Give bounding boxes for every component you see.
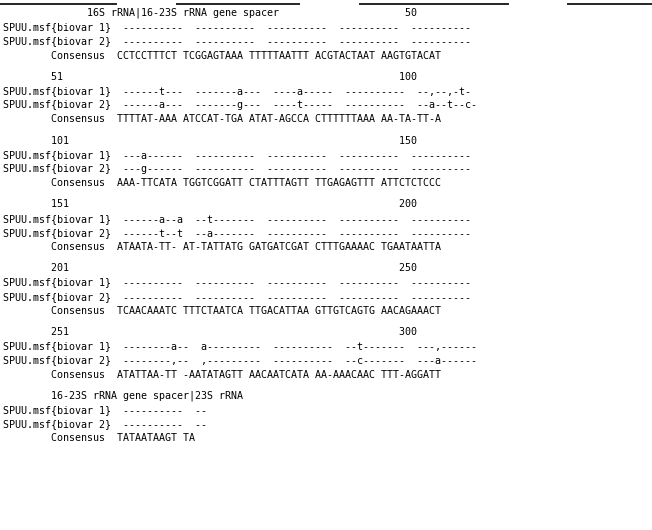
Text: 16-23S rRNA gene spacer|23S rRNA: 16-23S rRNA gene spacer|23S rRNA (3, 391, 243, 401)
Text: Consensus  ATATTAA-TT -AATATAGTT AACAATCATA AA-AAACAAC TTT-AGGATT: Consensus ATATTAA-TT -AATATAGTT AACAATCA… (3, 369, 441, 379)
Text: 201                                                       250: 201 250 (3, 263, 417, 273)
Text: SPUU.msf{biovar 1}  ---a------  ----------  ----------  ----------  ----------: SPUU.msf{biovar 1} ---a------ ----------… (3, 150, 471, 160)
Text: Consensus  AAA-TTCATA TGGTCGGATT CTATTTAGTT TTGAGAGTTT ATTCTCTCCC: Consensus AAA-TTCATA TGGTCGGATT CTATTTAG… (3, 178, 441, 188)
Text: Consensus  ATAATA-TT- AT-TATTATG GATGATCGAT CTTTGAAAAC TGAATAATTA: Consensus ATAATA-TT- AT-TATTATG GATGATCG… (3, 242, 441, 252)
Text: SPUU.msf{biovar 2}  ------a---  -------g---  ----t-----  ----------  --a--t--c-: SPUU.msf{biovar 2} ------a--- -------g--… (3, 100, 477, 110)
Text: SPUU.msf{biovar 2}  ----------  --: SPUU.msf{biovar 2} ---------- -- (3, 419, 207, 429)
Text: 16S rRNA|16-23S rRNA gene spacer                     50: 16S rRNA|16-23S rRNA gene spacer 50 (3, 8, 417, 19)
Text: SPUU.msf{biovar 1}  ----------  ----------  ----------  ----------  ----------: SPUU.msf{biovar 1} ---------- ----------… (3, 22, 471, 32)
Text: 51                                                        100: 51 100 (3, 72, 417, 82)
Text: Consensus  TATAATAAGT TA: Consensus TATAATAAGT TA (3, 434, 195, 444)
Text: 151                                                       200: 151 200 (3, 199, 417, 209)
Text: SPUU.msf{biovar 2}  ---g------  ----------  ----------  ----------  ----------: SPUU.msf{biovar 2} ---g------ ----------… (3, 164, 471, 174)
Text: SPUU.msf{biovar 1}  ----------  --: SPUU.msf{biovar 1} ---------- -- (3, 405, 207, 415)
Text: Consensus  TCAACAAATC TTTCTAATCA TTGACATTAA GTTGTCAGTG AACAGAAACT: Consensus TCAACAAATC TTTCTAATCA TTGACATT… (3, 306, 441, 316)
Text: SPUU.msf{biovar 2}  --------,--  ,---------  ----------  --c-------  ---a------: SPUU.msf{biovar 2} --------,-- ,--------… (3, 356, 477, 365)
Text: 101                                                       150: 101 150 (3, 136, 417, 146)
Text: SPUU.msf{biovar 1}  --------a--  a---------  ----------  --t-------  ---,------: SPUU.msf{biovar 1} --------a-- a--------… (3, 341, 477, 351)
Text: 251                                                       300: 251 300 (3, 327, 417, 337)
Text: Consensus  CCTCCTTTCT TCGGAGTAAA TTTTTAATTT ACGTACTAAT AAGTGTACAT: Consensus CCTCCTTTCT TCGGAGTAAA TTTTTAAT… (3, 50, 441, 60)
Text: SPUU.msf{biovar 1}  ------t---  -------a---  ----a-----  ----------  --,--,-t-: SPUU.msf{biovar 1} ------t--- -------a--… (3, 86, 471, 96)
Text: Consensus  TTTTAT-AAA ATCCAT-TGA ATAT-AGCCA CTTTTTTAAA AA-TA-TT-A: Consensus TTTTAT-AAA ATCCAT-TGA ATAT-AGC… (3, 114, 441, 125)
Text: SPUU.msf{biovar 1}  ------a--a  --t-------  ----------  ----------  ----------: SPUU.msf{biovar 1} ------a--a --t-------… (3, 214, 471, 224)
Text: SPUU.msf{biovar 2}  ----------  ----------  ----------  ----------  ----------: SPUU.msf{biovar 2} ---------- ----------… (3, 37, 471, 47)
Text: SPUU.msf{biovar 2}  ------t--t  --a-------  ----------  ----------  ----------: SPUU.msf{biovar 2} ------t--t --a-------… (3, 228, 471, 238)
Text: SPUU.msf{biovar 2}  ----------  ----------  ----------  ----------  ----------: SPUU.msf{biovar 2} ---------- ----------… (3, 292, 471, 302)
Text: SPUU.msf{biovar 1}  ----------  ----------  ----------  ----------  ----------: SPUU.msf{biovar 1} ---------- ----------… (3, 277, 471, 287)
